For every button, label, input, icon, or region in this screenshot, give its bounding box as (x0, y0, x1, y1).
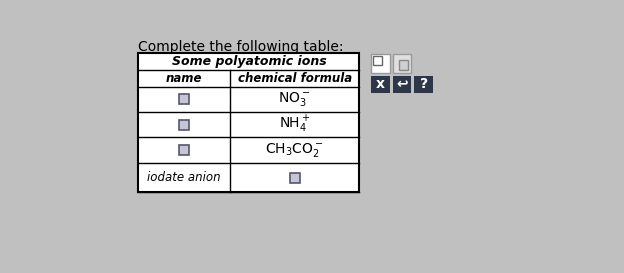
Text: CH$_3$CO$_2^-$: CH$_3$CO$_2^-$ (265, 141, 324, 159)
Text: NO$_3^-$: NO$_3^-$ (278, 90, 311, 108)
Bar (373, 56, 382, 65)
Bar (371, 54, 389, 73)
Bar (392, 76, 411, 93)
Bar (139, 53, 359, 192)
Bar (399, 61, 408, 70)
Bar (414, 76, 433, 93)
Text: Some polyatomic ions: Some polyatomic ions (172, 55, 326, 68)
Bar (179, 145, 189, 155)
Text: iodate anion: iodate anion (147, 171, 221, 184)
Bar (179, 120, 189, 130)
Text: Complete the following table:: Complete the following table: (139, 40, 344, 54)
Text: chemical formula: chemical formula (238, 72, 352, 85)
Text: x: x (376, 77, 385, 91)
Text: ?: ? (419, 77, 427, 91)
Bar (392, 54, 411, 73)
Text: NH$_4^+$: NH$_4^+$ (279, 114, 310, 135)
Text: ↩: ↩ (396, 77, 407, 91)
Text: name: name (166, 72, 202, 85)
Bar (371, 76, 389, 93)
Bar (290, 173, 300, 183)
Bar (179, 94, 189, 104)
